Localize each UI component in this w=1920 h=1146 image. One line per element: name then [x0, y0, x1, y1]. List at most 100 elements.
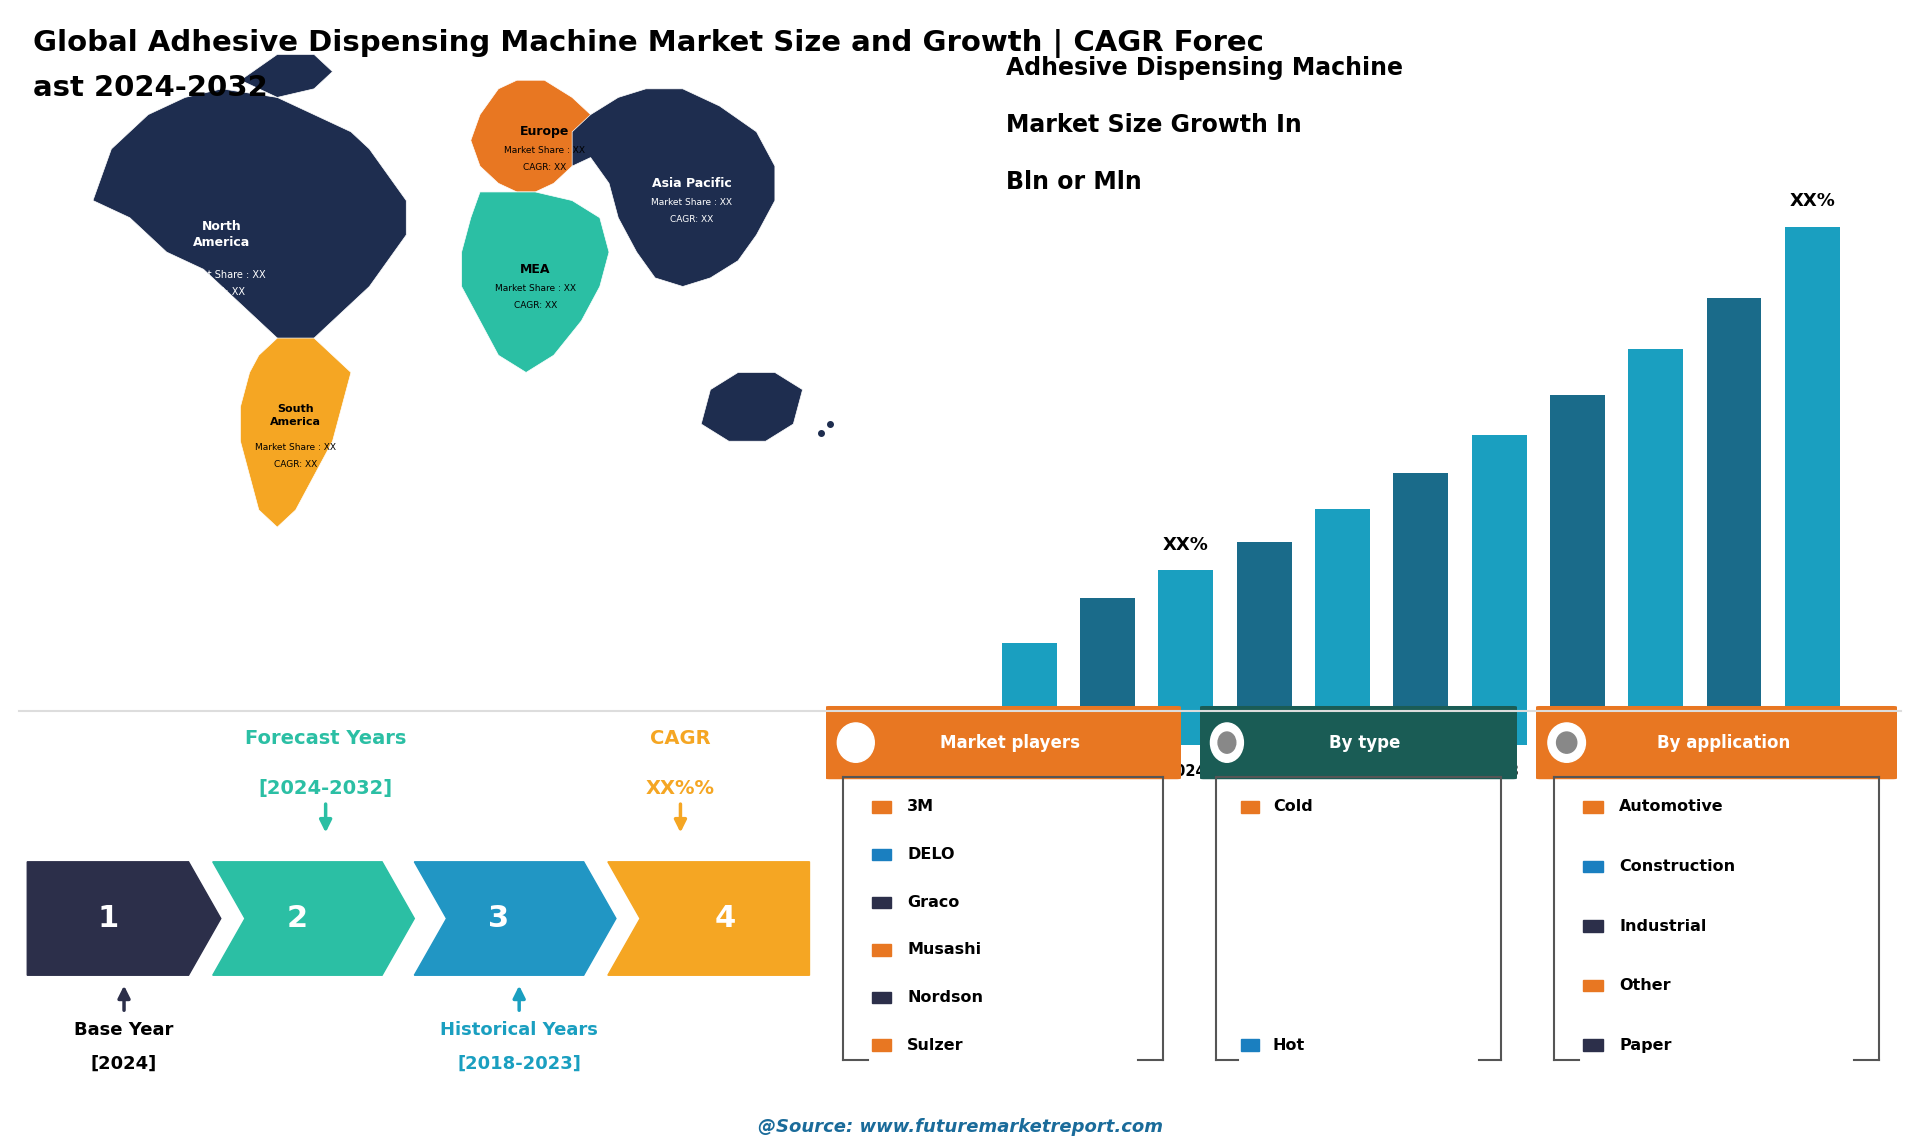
- Bar: [872, 944, 891, 956]
- Text: 2027: 2027: [1400, 764, 1442, 779]
- Text: DELO: DELO: [908, 847, 954, 862]
- Text: Bln or Mln: Bln or Mln: [1006, 170, 1142, 194]
- Text: XX%: XX%: [1789, 193, 1836, 211]
- Text: Paper: Paper: [1619, 1037, 1672, 1053]
- Text: Hot: Hot: [1273, 1037, 1306, 1053]
- Bar: [1628, 348, 1684, 745]
- Bar: [1158, 571, 1213, 745]
- Text: XX%: XX%: [1164, 535, 1210, 554]
- Text: Automotive: Automotive: [1619, 800, 1724, 815]
- Polygon shape: [240, 338, 351, 527]
- Text: Graco: Graco: [908, 895, 960, 910]
- Polygon shape: [461, 193, 609, 372]
- Polygon shape: [27, 862, 221, 975]
- Bar: [1081, 598, 1135, 745]
- Bar: [872, 849, 891, 861]
- Text: Asia Pacific: Asia Pacific: [653, 176, 732, 190]
- Text: CAGR: XX: CAGR: XX: [515, 301, 557, 309]
- Text: 2031: 2031: [1715, 764, 1755, 779]
- Text: ast 2024-2032: ast 2024-2032: [33, 74, 267, 102]
- Text: Europe: Europe: [520, 125, 568, 139]
- Text: 2032: 2032: [1791, 764, 1832, 779]
- Text: CAGR: CAGR: [651, 729, 710, 748]
- Text: 2026: 2026: [1323, 764, 1363, 779]
- Text: Market Share : XX: Market Share : XX: [495, 284, 576, 292]
- Text: Other: Other: [1619, 978, 1670, 994]
- Text: Construction: Construction: [1619, 860, 1736, 874]
- Text: Forecast Years: Forecast Years: [246, 729, 407, 748]
- Text: 2: 2: [286, 904, 307, 933]
- Circle shape: [1557, 732, 1576, 753]
- Bar: [1582, 920, 1603, 932]
- Text: 3: 3: [488, 904, 509, 933]
- Bar: [1582, 861, 1603, 872]
- Circle shape: [1217, 732, 1236, 753]
- Text: Market Share : XX: Market Share : XX: [651, 198, 732, 206]
- Bar: [872, 801, 891, 813]
- Bar: [1582, 801, 1603, 813]
- Circle shape: [1548, 723, 1586, 762]
- Polygon shape: [240, 55, 332, 97]
- Bar: [1582, 980, 1603, 991]
- Text: Global Adhesive Dispensing Machine Market Size and Growth | CAGR Forec: Global Adhesive Dispensing Machine Marke…: [33, 29, 1263, 57]
- Text: By type: By type: [1329, 733, 1400, 752]
- Text: Industrial: Industrial: [1619, 919, 1707, 934]
- Bar: [1473, 435, 1526, 745]
- Text: XX%%: XX%%: [645, 778, 714, 798]
- Text: Market Share : XX: Market Share : XX: [179, 270, 265, 280]
- Text: [2024]: [2024]: [90, 1054, 157, 1073]
- Text: Sulzer: Sulzer: [908, 1037, 964, 1053]
- Text: Cold: Cold: [1273, 800, 1313, 815]
- Polygon shape: [213, 862, 415, 975]
- Text: 2025: 2025: [1244, 764, 1284, 779]
- Polygon shape: [415, 862, 616, 975]
- FancyBboxPatch shape: [1530, 707, 1903, 778]
- Bar: [872, 991, 891, 1003]
- Polygon shape: [92, 89, 407, 355]
- Bar: [1002, 643, 1056, 745]
- Bar: [1315, 509, 1369, 745]
- Text: South
America: South America: [271, 405, 321, 426]
- Text: 2024: 2024: [1165, 764, 1206, 779]
- Text: MEA: MEA: [520, 262, 551, 276]
- Bar: [1549, 394, 1605, 745]
- Text: 2029: 2029: [1557, 764, 1597, 779]
- Text: 2028: 2028: [1478, 764, 1519, 779]
- Text: Musashi: Musashi: [908, 942, 981, 957]
- Text: 2022: 2022: [1010, 764, 1050, 779]
- Bar: [1582, 1039, 1603, 1051]
- Circle shape: [837, 723, 874, 762]
- Text: [2024-2032]: [2024-2032]: [259, 778, 394, 798]
- FancyBboxPatch shape: [820, 707, 1187, 778]
- Text: Market Size Growth In: Market Size Growth In: [1006, 113, 1302, 138]
- Text: [2018-2023]: [2018-2023]: [457, 1054, 582, 1073]
- Polygon shape: [609, 862, 810, 975]
- Text: CAGR: XX: CAGR: XX: [522, 164, 566, 172]
- Polygon shape: [470, 80, 591, 193]
- FancyBboxPatch shape: [1196, 707, 1521, 778]
- Text: Base Year: Base Year: [75, 1021, 173, 1038]
- Text: CAGR: XX: CAGR: XX: [275, 460, 317, 469]
- Bar: [872, 1039, 891, 1051]
- Polygon shape: [701, 372, 803, 441]
- Text: 4: 4: [714, 904, 735, 933]
- Text: 1: 1: [98, 904, 119, 933]
- Text: CAGR: XX: CAGR: XX: [198, 288, 246, 297]
- Bar: [1786, 227, 1839, 745]
- Text: 2030: 2030: [1636, 764, 1676, 779]
- Text: Market players: Market players: [941, 733, 1081, 752]
- Bar: [1240, 1039, 1260, 1051]
- Text: 3M: 3M: [908, 800, 935, 815]
- Bar: [1394, 473, 1448, 745]
- Text: Adhesive Dispensing Machine: Adhesive Dispensing Machine: [1006, 56, 1404, 80]
- Bar: [1707, 298, 1761, 745]
- Bar: [872, 896, 891, 908]
- Text: 2023: 2023: [1087, 764, 1127, 779]
- Text: Market Share : XX: Market Share : XX: [505, 147, 586, 155]
- Text: Historical Years: Historical Years: [440, 1021, 599, 1038]
- Text: By application: By application: [1657, 733, 1789, 752]
- Text: Market Share : XX: Market Share : XX: [255, 442, 336, 452]
- Text: @Source: www.futuremarketreport.com: @Source: www.futuremarketreport.com: [758, 1118, 1162, 1136]
- Text: North
America: North America: [194, 220, 252, 250]
- Text: CAGR: XX: CAGR: XX: [670, 215, 714, 223]
